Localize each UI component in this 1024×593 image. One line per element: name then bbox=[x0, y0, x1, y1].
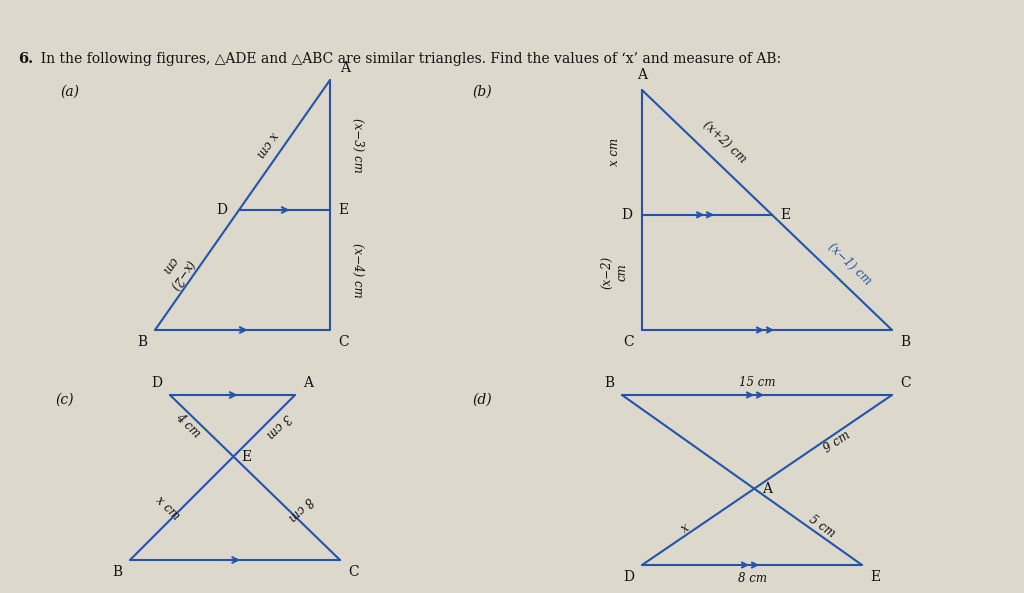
Text: In the following figures, △ADE and △ABC are similar triangles. Find the values o: In the following figures, △ADE and △ABC … bbox=[32, 52, 781, 66]
Text: A: A bbox=[303, 376, 313, 390]
Text: A: A bbox=[762, 482, 772, 496]
Text: x: x bbox=[678, 519, 690, 534]
Text: C: C bbox=[338, 335, 348, 349]
Text: B: B bbox=[112, 565, 122, 579]
Text: D: D bbox=[216, 203, 227, 217]
Text: C: C bbox=[900, 376, 910, 390]
Text: B: B bbox=[604, 376, 614, 390]
Text: A: A bbox=[340, 61, 350, 75]
Text: x cm: x cm bbox=[154, 494, 182, 523]
Text: C: C bbox=[348, 565, 358, 579]
Text: 8 cm: 8 cm bbox=[286, 493, 315, 523]
Text: A: A bbox=[637, 68, 647, 82]
Text: 8 cm: 8 cm bbox=[737, 572, 767, 585]
Text: (x−1) cm: (x−1) cm bbox=[825, 241, 874, 288]
Text: B: B bbox=[137, 335, 147, 349]
Text: x cm: x cm bbox=[253, 130, 280, 160]
Text: E: E bbox=[338, 203, 348, 217]
Text: 5 cm: 5 cm bbox=[807, 513, 838, 541]
Text: (x+2) cm: (x+2) cm bbox=[700, 119, 750, 166]
Text: 6.: 6. bbox=[18, 52, 33, 66]
Text: (x−3) cm: (x−3) cm bbox=[351, 117, 365, 173]
Text: 9 cm: 9 cm bbox=[821, 428, 853, 455]
Text: (b): (b) bbox=[472, 85, 492, 99]
Text: D: D bbox=[623, 570, 634, 584]
Text: (x−4) cm: (x−4) cm bbox=[351, 243, 365, 297]
Text: E: E bbox=[780, 208, 791, 222]
Text: (c): (c) bbox=[55, 393, 75, 407]
Text: (d): (d) bbox=[472, 393, 492, 407]
Text: B: B bbox=[900, 335, 910, 349]
Text: D: D bbox=[621, 208, 632, 222]
Text: E: E bbox=[870, 570, 880, 584]
Text: E: E bbox=[242, 449, 252, 464]
Text: 3 cm: 3 cm bbox=[263, 411, 293, 441]
Text: 15 cm: 15 cm bbox=[738, 377, 775, 390]
Text: 4 cm: 4 cm bbox=[173, 411, 203, 441]
Text: (x−2)
cm: (x−2) cm bbox=[600, 256, 628, 289]
Text: (a): (a) bbox=[60, 85, 80, 99]
Text: (x−2)
cm: (x−2) cm bbox=[154, 248, 196, 292]
Text: x cm: x cm bbox=[607, 138, 621, 167]
Text: D: D bbox=[151, 376, 162, 390]
Text: C: C bbox=[624, 335, 634, 349]
